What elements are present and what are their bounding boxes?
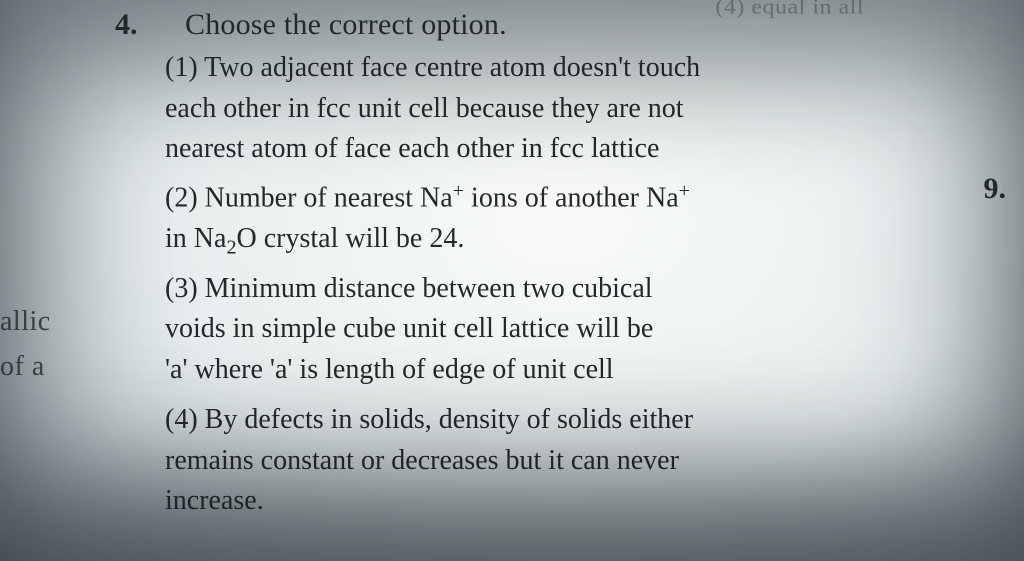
question-options: (1) Two adjacent face centre atom doesn'… (165, 48, 845, 528)
left-frag-line-1: allic (0, 300, 90, 345)
option-4-label: (4) (165, 404, 198, 435)
option-4-line-3: increase. (165, 485, 264, 516)
option-1-line-1: Two adjacent face centre atom doesn't to… (204, 52, 700, 83)
na2o-sub: 2 (226, 236, 236, 258)
option-2-line-2b: O crystal will be 24. (237, 223, 465, 254)
option-3-line-1: Minimum distance between two cubical (205, 273, 653, 304)
option-2-line-2a: in Na (165, 223, 226, 254)
top-edge-fragment: (4) equal in all (715, 0, 864, 20)
page: (4) equal in all allic of a 4. Choose th… (0, 0, 1024, 561)
option-4-line-1: By defects in solids, density of solids … (205, 404, 693, 435)
option-2-pre: Number of nearest Na (205, 182, 453, 213)
option-4-line-2: remains constant or decreases but it can… (165, 445, 679, 476)
option-3-label: (3) (165, 273, 198, 304)
option-1-line-2: each other in fcc unit cell because they… (165, 93, 684, 124)
option-1-line-3: nearest atom of face each other in fcc l… (165, 133, 659, 164)
next-question-number: 9. (984, 172, 1007, 206)
option-4: (4) By defects in solids, density of sol… (165, 400, 845, 522)
option-3-line-3: 'a' where 'a' is length of edge of unit … (165, 354, 614, 385)
left-frag-line-2: of a (0, 345, 90, 390)
na-plus-sup-2: + (679, 180, 690, 202)
option-2-label: (2) (165, 182, 198, 213)
question-number: 4. (115, 8, 138, 42)
na-plus-sup-1: + (453, 180, 464, 202)
option-1: (1) Two adjacent face centre atom doesn'… (165, 48, 845, 170)
left-edge-fragment: allic of a (0, 300, 90, 390)
option-2-mid: ions of another Na (464, 182, 679, 213)
option-3: (3) Minimum distance between two cubical… (165, 269, 845, 391)
question-stem: Choose the correct option. (185, 8, 507, 42)
option-3-line-2: voids in simple cube unit cell lattice w… (165, 313, 653, 344)
option-1-label: (1) (165, 52, 198, 83)
option-2: (2) Number of nearest Na+ ions of anothe… (165, 176, 845, 263)
